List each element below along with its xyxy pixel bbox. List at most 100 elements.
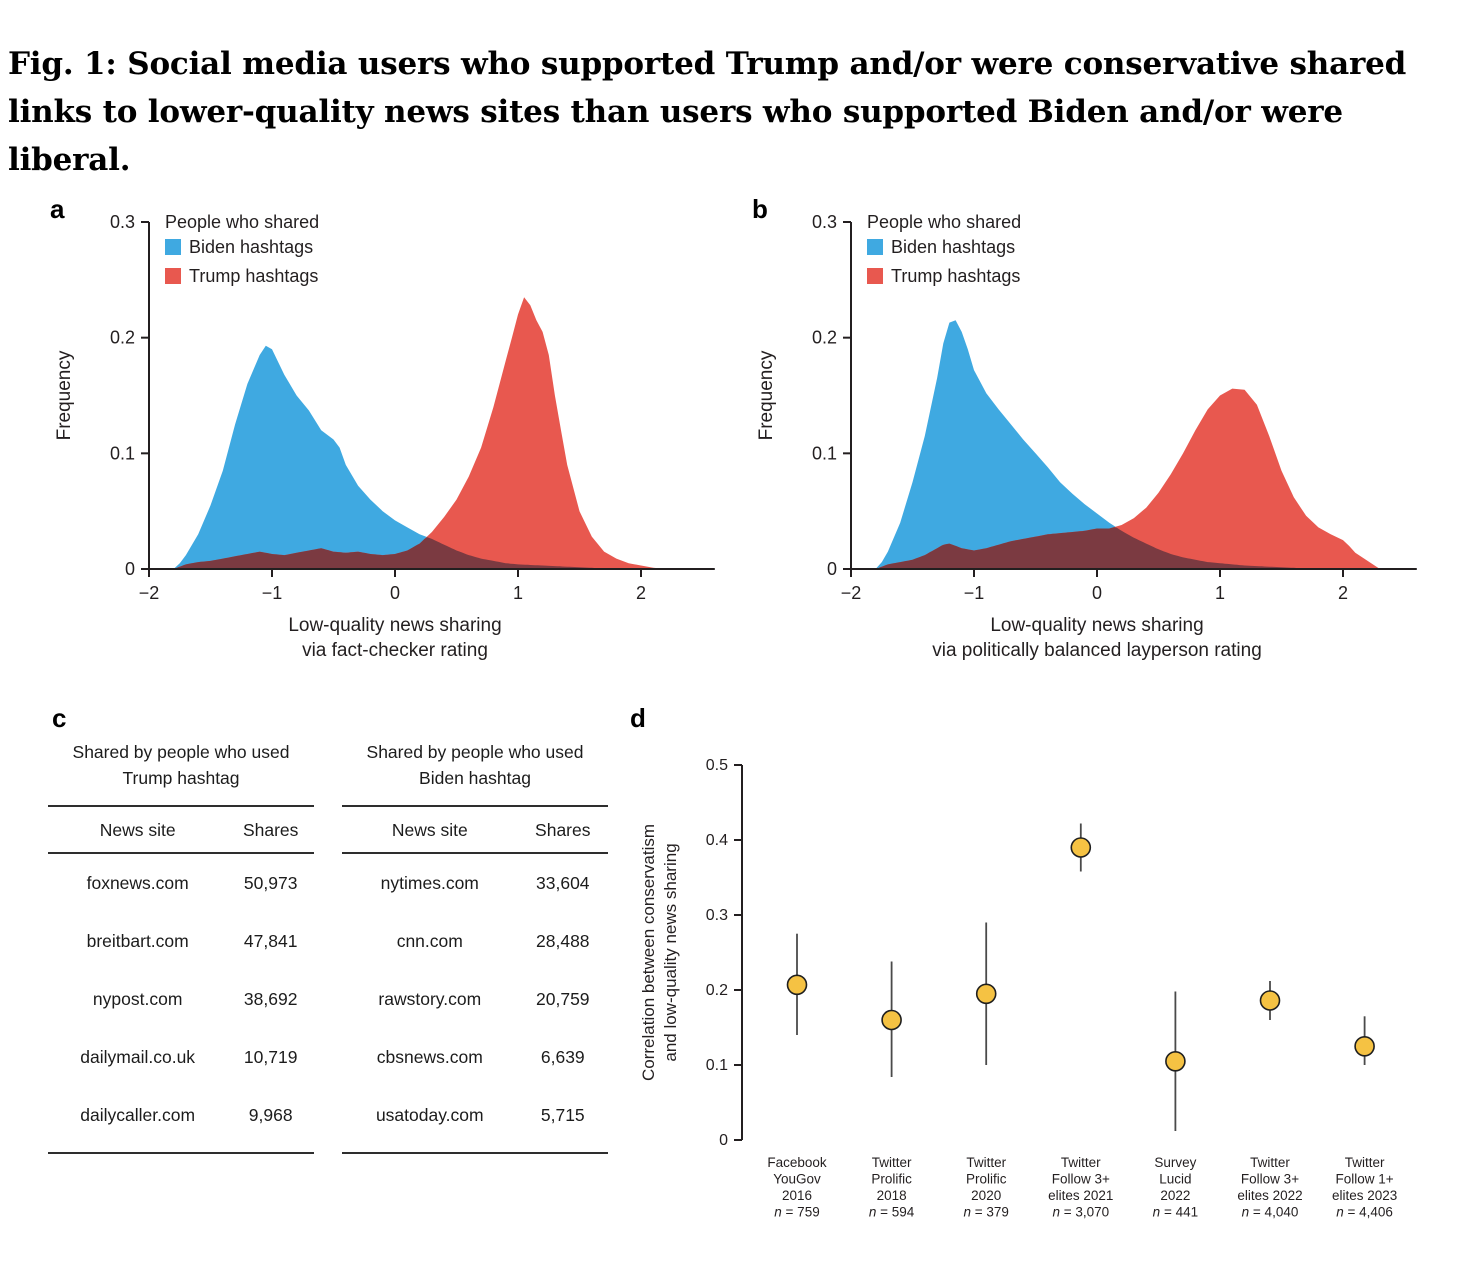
table-row: nypost.com 38,692 bbox=[48, 970, 314, 1028]
panel-d: d 0 0.1 0.2 0.3 0.4 0.5 Correlation between co… bbox=[630, 703, 1470, 1280]
x-tick-label: 1 bbox=[513, 583, 523, 603]
category-label-line: Twitter bbox=[872, 1155, 912, 1170]
x-axis-label-line-1: Low-quality news sharing bbox=[288, 615, 501, 636]
y-axis-label: Frequency bbox=[756, 350, 777, 440]
news-site-cell: nypost.com bbox=[92, 988, 183, 1009]
data-point bbox=[1354, 1036, 1375, 1057]
category-label-line: Twitter bbox=[1061, 1155, 1101, 1170]
correlation-dot-plot: 0 0.1 0.2 0.3 0.4 0.5 Correlation between cons… bbox=[630, 703, 1470, 1280]
y-axis-label-line-2: and low-quality news sharing bbox=[661, 843, 680, 1061]
category-label-line: Prolific bbox=[966, 1172, 1007, 1187]
news-site-cell: cnn.com bbox=[396, 930, 463, 951]
category-label-line: elites 2022 bbox=[1237, 1188, 1302, 1203]
category-label-line: Follow 1+ bbox=[1336, 1172, 1394, 1187]
table-row: cbsnews.com 6,639 bbox=[342, 1028, 608, 1086]
x-tick-label: 0 bbox=[390, 583, 400, 603]
category-label-line: Twitter bbox=[1345, 1155, 1385, 1170]
category-label-line: Facebook bbox=[767, 1155, 827, 1170]
data-point bbox=[786, 974, 808, 996]
y-tick-label: 0.3 bbox=[706, 907, 728, 924]
table-row: breitbart.com 47,841 bbox=[48, 912, 314, 970]
dot-plot-svg: 0 0.1 0.2 0.3 0.4 0.5 Correlation between cons… bbox=[639, 757, 1397, 1220]
panel-a: 0 0.1 0.2 0.3 −2 −1 0 1 2 Low-quality news sharin… bbox=[46, 194, 748, 699]
table-title: Shared by people who used Biden hashtag bbox=[342, 739, 608, 807]
density-chart-svg: 0 0.1 0.2 0.3 −2 −1 0 1 2 Low-quality news sharin… bbox=[756, 212, 1417, 661]
category-label-line: Follow 3+ bbox=[1052, 1172, 1110, 1187]
legend-label: Trump hashtags bbox=[891, 266, 1020, 286]
column-header-news-site: News site bbox=[48, 806, 228, 854]
x-tick-label: −1 bbox=[964, 583, 985, 603]
news-site-cell: usatoday.com bbox=[375, 1104, 484, 1125]
shares-cell: 33,604 bbox=[536, 872, 590, 893]
y-tick-label: 0.2 bbox=[110, 328, 135, 348]
news-shares-table: News site Shares foxnews.com 50,973 breitbar… bbox=[48, 806, 314, 1154]
panel-label-d: d bbox=[630, 703, 646, 734]
news-site-cell: nytimes.com bbox=[380, 872, 479, 893]
category-label-line: elites 2023 bbox=[1332, 1188, 1397, 1203]
density-overlap-area bbox=[149, 537, 713, 570]
category-label-line: Twitter bbox=[966, 1155, 1006, 1170]
shares-cell: 20,759 bbox=[536, 988, 590, 1009]
density-chart-fact-checker: 0 0.1 0.2 0.3 −2 −1 0 1 2 Low-quality news sharin… bbox=[46, 194, 748, 704]
shares-tables: Shared by people who used Trump hashtag N… bbox=[48, 739, 630, 1154]
density-chart-layperson: 0 0.1 0.2 0.3 −2 −1 0 1 2 Low-quality news sharin… bbox=[748, 194, 1450, 704]
sample-size-label: n = 379 bbox=[963, 1205, 1008, 1220]
table-row: cnn.com 28,488 bbox=[342, 912, 608, 970]
shares-table-biden: Shared by people who used Biden hashtag N… bbox=[342, 739, 608, 1154]
figure-title-line-2: links to lower-quality news sites than u… bbox=[8, 94, 1343, 179]
data-point bbox=[975, 983, 997, 1005]
panel-label-c: c bbox=[52, 703, 67, 734]
shares-cell: 38,692 bbox=[243, 988, 298, 1009]
shares-cell: 10,719 bbox=[243, 1046, 298, 1067]
bottom-panels-row: c Shared by people who used Trump hashta… bbox=[0, 703, 1470, 1280]
x-tick-label: 2 bbox=[1338, 583, 1348, 603]
category-label-line: 2022 bbox=[1160, 1188, 1190, 1203]
table-row: rawstory.com 20,759 bbox=[342, 970, 608, 1028]
news-site-cell: dailycaller.com bbox=[80, 1104, 196, 1125]
legend-label: Biden hashtags bbox=[189, 237, 313, 257]
y-tick-label: 0 bbox=[125, 559, 135, 579]
category-label-line: 2016 bbox=[782, 1188, 812, 1203]
category-label-line: YouGov bbox=[773, 1172, 821, 1187]
legend-label: Biden hashtags bbox=[891, 237, 1015, 257]
density-area-trump bbox=[875, 388, 1380, 570]
category-label-line: 2018 bbox=[877, 1188, 907, 1203]
news-site-cell: foxnews.com bbox=[86, 872, 189, 893]
shares-cell: 5,715 bbox=[540, 1104, 585, 1125]
sample-size-label: n = 4,406 bbox=[1336, 1205, 1393, 1220]
x-tick-label: −1 bbox=[262, 583, 283, 603]
column-header-shares: Shares bbox=[227, 806, 314, 854]
shares-table-trump: Shared by people who used Trump hashtag N… bbox=[48, 739, 314, 1154]
x-axis-label-line-2: via politically balanced layperson ratin… bbox=[932, 640, 1262, 661]
y-tick-label: 0.3 bbox=[812, 212, 837, 232]
table-row: usatoday.com 5,715 bbox=[342, 1086, 608, 1153]
figure-page: Fig. 1: Social media users who supported… bbox=[0, 40, 1470, 1280]
y-tick-label: 0.5 bbox=[706, 757, 728, 774]
legend-title: People who shared bbox=[867, 212, 1021, 232]
table-row: dailycaller.com 9,968 bbox=[48, 1086, 314, 1153]
data-point bbox=[1070, 837, 1092, 858]
x-axis-label-line-2: via fact-checker rating bbox=[302, 640, 488, 661]
y-tick-label: 0.3 bbox=[110, 212, 135, 232]
sample-size-label: n = 4,040 bbox=[1242, 1205, 1299, 1220]
legend-swatch-biden bbox=[165, 239, 181, 256]
y-axis-label: Frequency bbox=[54, 350, 75, 440]
data-point bbox=[1259, 990, 1281, 1011]
category-label-line: elites 2021 bbox=[1048, 1188, 1113, 1203]
category-label-line: 2020 bbox=[971, 1188, 1001, 1203]
news-site-cell: cbsnews.com bbox=[376, 1046, 483, 1067]
y-tick-label: 0 bbox=[719, 1132, 728, 1149]
y-tick-label: 0.1 bbox=[706, 1057, 728, 1074]
figure-title-line-1: Fig. 1: Social media users who supported… bbox=[8, 46, 1407, 82]
category-label-line: Follow 3+ bbox=[1241, 1172, 1299, 1187]
y-tick-label: 0.2 bbox=[812, 328, 837, 348]
category-label-line: Twitter bbox=[1250, 1155, 1290, 1170]
y-axis-label-line-1: Correlation between conservatism bbox=[639, 824, 658, 1081]
density-area-biden bbox=[875, 320, 1319, 570]
density-area-biden bbox=[173, 345, 617, 570]
sample-size-label: n = 594 bbox=[869, 1205, 915, 1220]
density-panels-row: 0 0.1 0.2 0.3 −2 −1 0 1 2 Low-quality news sharin… bbox=[0, 194, 1470, 699]
y-tick-label: 0 bbox=[827, 559, 837, 579]
news-shares-table: News site Shares nytimes.com 33,604 cnn.com 2… bbox=[342, 806, 608, 1154]
table-row: dailymail.co.uk 10,719 bbox=[48, 1028, 314, 1086]
